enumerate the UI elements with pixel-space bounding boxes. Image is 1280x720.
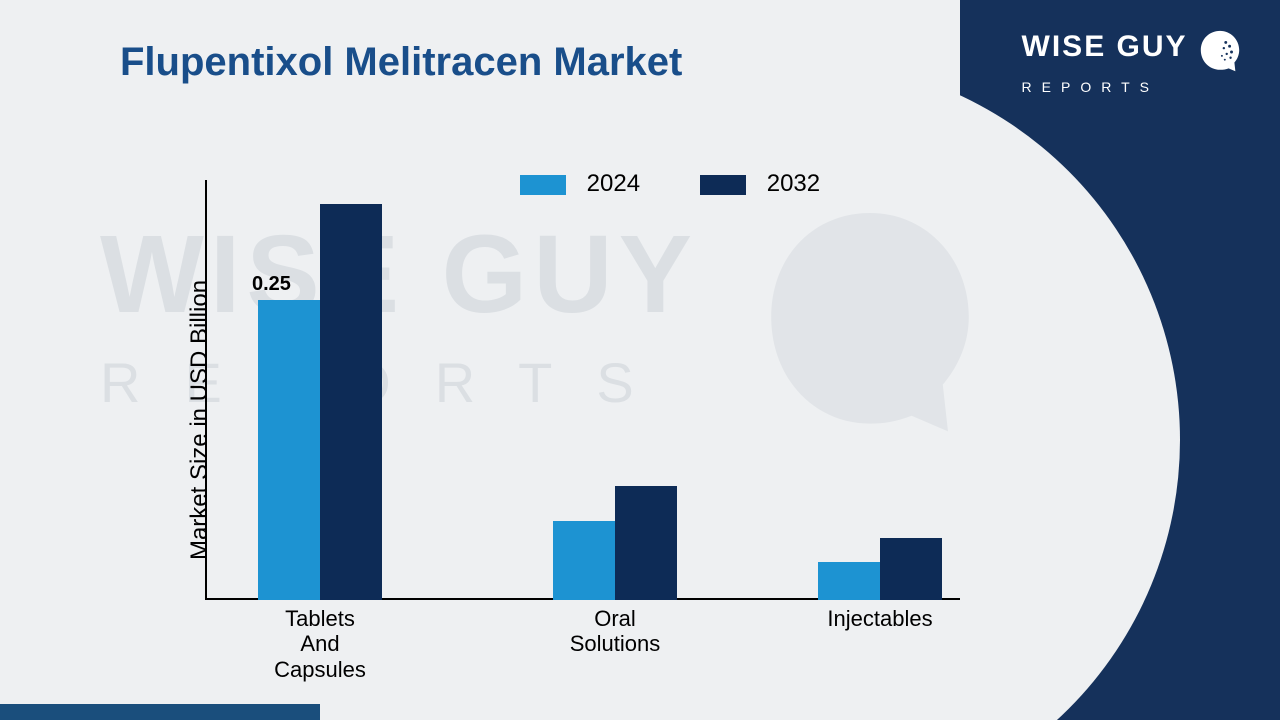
brand-logo: WISE GUY REPORTS: [1022, 28, 1244, 94]
y-axis: [205, 180, 207, 600]
logo-line1: WISE GUY: [1022, 30, 1188, 63]
x-axis-label: Injectables: [780, 600, 980, 631]
bar-2032: [880, 538, 942, 600]
x-axis-label: OralSolutions: [515, 600, 715, 657]
page-title: Flupentixol Melitracen Market: [120, 40, 682, 85]
bar-2024: [553, 521, 615, 600]
chart: Market Size in USD Billion 0.25TabletsAn…: [60, 160, 960, 680]
bar-group: 0.25TabletsAndCapsules: [258, 180, 382, 600]
bar-2032: [320, 204, 382, 600]
bar-value-label: 0.25: [252, 273, 291, 296]
plot-area: 0.25TabletsAndCapsules OralSolutions Injec…: [140, 180, 960, 600]
logo-head-icon: [1196, 28, 1244, 76]
bar-group: Injectables: [818, 180, 942, 600]
bar-2032: [615, 486, 677, 600]
bar-2024: [258, 300, 320, 600]
logo-line2: REPORTS: [1022, 80, 1244, 94]
stage: WISE GUY REPORTS Flupentixol Melitracen …: [0, 0, 1280, 720]
bar-2024: [818, 562, 880, 600]
footer-accent-bar: [0, 704, 320, 720]
bar-group: OralSolutions: [553, 180, 677, 600]
x-axis-label: TabletsAndCapsules: [220, 600, 420, 682]
